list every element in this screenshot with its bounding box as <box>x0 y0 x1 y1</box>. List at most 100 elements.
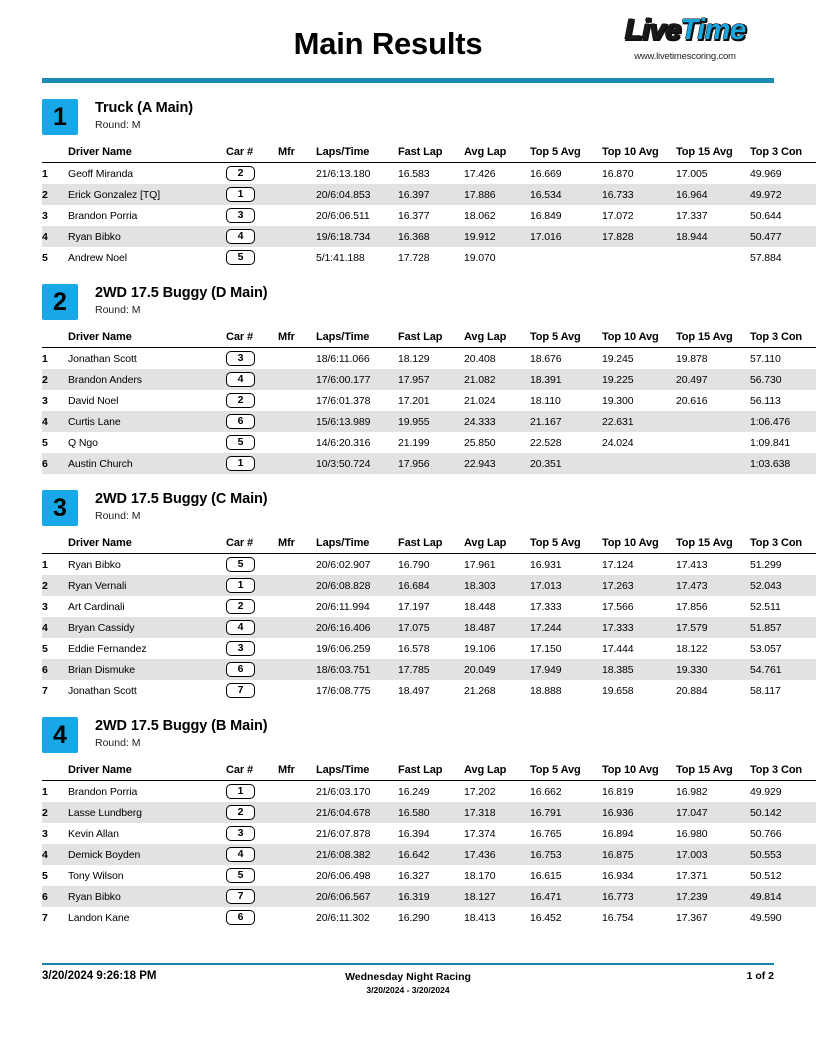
cell-t5: 16.471 <box>530 886 602 907</box>
cell-t10: 22.631 <box>602 411 676 432</box>
cell-t3c: 50.477 <box>750 226 816 247</box>
cell-car: 2 <box>226 596 278 617</box>
car-number-badge: 7 <box>226 683 255 698</box>
cell-name: Tony Wilson <box>68 869 124 882</box>
col-header-name: Driver Name <box>68 764 226 781</box>
cell-position: 2 <box>42 184 68 205</box>
cell-avg: 19.070 <box>464 251 496 264</box>
cell-fast: 19.955 <box>398 411 464 432</box>
table-row: 4 Curtis Lane 6 15/6:13.989 19.955 24.333 21.1… <box>42 411 816 432</box>
col-header-t3c: Top 3 Con <box>750 146 816 163</box>
table-row: 1 Jonathan Scott 3 18/6:11.066 18.129 20.408 1… <box>42 348 816 370</box>
col-header-car: Car # <box>226 537 278 554</box>
cell-car: 4 <box>226 226 278 247</box>
cell-name: Bryan Cassidy <box>68 617 226 638</box>
cell-t15: 17.047 <box>676 802 750 823</box>
col-header-laps: Laps/Time <box>316 537 398 554</box>
col-header-t10: Top 10 Avg <box>602 146 676 163</box>
cell-t3c: 49.814 <box>750 886 816 907</box>
section-header: 1 Truck (A Main) Round: M <box>42 99 774 137</box>
col-header-position <box>42 537 68 554</box>
car-number-badge: 3 <box>226 641 255 656</box>
cell-mfr <box>278 453 316 474</box>
section-title: 2WD 17.5 Buggy (D Main) <box>95 285 268 301</box>
col-header-laps: Laps/Time <box>316 764 398 781</box>
cell-fast: 16.642 <box>398 844 464 865</box>
section-number-badge: 2 <box>42 284 78 320</box>
table-header-row: Driver Name Car # Mfr Laps/Time Fast Lap Avg … <box>42 146 816 163</box>
cell-t5: 22.528 <box>530 436 562 449</box>
cell-avg: 19.912 <box>464 226 530 247</box>
cell-t15: 18.944 <box>676 226 750 247</box>
cell-fast: 16.290 <box>398 911 430 924</box>
cell-car: 2 <box>226 802 278 823</box>
cell-t3c: 50.142 <box>750 802 816 823</box>
cell-position: 1 <box>42 785 48 798</box>
cell-avg: 18.170 <box>464 869 496 882</box>
cell-car: 2 <box>226 390 278 411</box>
table-row: 6 Austin Church 1 10/3:50.724 17.956 22.943 20… <box>42 453 816 474</box>
cell-position: 5 <box>42 436 48 449</box>
cell-name: Kevin Allan <box>68 827 119 840</box>
cell-t15: 17.367 <box>676 911 708 924</box>
cell-t3c: 53.057 <box>750 642 782 655</box>
cell-position: 6 <box>42 453 68 474</box>
cell-position: 4 <box>42 617 68 638</box>
col-header-car: Car # <box>226 331 278 348</box>
table-row: 4 Demick Boyden 4 21/6:08.382 16.642 17.436 16… <box>42 844 816 865</box>
cell-t10: 24.024 <box>602 436 634 449</box>
cell-mfr <box>278 348 316 370</box>
cell-avg: 18.487 <box>464 617 530 638</box>
cell-avg: 17.202 <box>464 785 496 798</box>
cell-position: 3 <box>42 827 48 840</box>
cell-car: 2 <box>226 163 278 185</box>
cell-car: 5 <box>226 247 278 268</box>
cell-laps: 15/6:13.989 <box>316 411 398 432</box>
cell-t15: 16.964 <box>676 184 750 205</box>
cell-car: 6 <box>226 411 278 432</box>
cell-car: 3 <box>226 348 278 370</box>
document-header: Main Results LiveTime www.livetimescorin… <box>42 0 774 72</box>
cell-t15 <box>676 432 750 453</box>
cell-avg: 17.374 <box>464 827 496 840</box>
cell-car: 6 <box>226 907 278 928</box>
col-header-name: Driver Name <box>68 331 226 348</box>
cell-fast: 16.394 <box>398 827 430 840</box>
cell-t10: 16.773 <box>602 886 676 907</box>
col-header-t10: Top 10 Avg <box>602 537 676 554</box>
cell-position: 3 <box>42 394 48 407</box>
cell-car: 7 <box>226 680 278 701</box>
col-header-mfr: Mfr <box>278 764 316 781</box>
cell-name: Brandon Anders <box>68 369 226 390</box>
cell-fast: 16.319 <box>398 886 464 907</box>
cell-avg: 18.062 <box>464 209 496 222</box>
cell-avg: 20.049 <box>464 659 530 680</box>
col-header-laps: Laps/Time <box>316 331 398 348</box>
cell-avg: 24.333 <box>464 411 530 432</box>
cell-position: 4 <box>42 226 68 247</box>
table-row: 7 Jonathan Scott 7 17/6:08.775 18.497 21.268 1… <box>42 680 816 701</box>
table-row: 3 Kevin Allan 3 21/6:07.878 16.394 17.374 16.7… <box>42 823 816 844</box>
cell-mfr <box>278 781 316 803</box>
cell-car: 1 <box>226 184 278 205</box>
footer-event-block: Wednesday Night Racing 3/20/2024 - 3/20/… <box>242 970 574 996</box>
cell-mfr <box>278 617 316 638</box>
cell-t10: 19.300 <box>602 394 634 407</box>
cell-mfr <box>278 226 316 247</box>
cell-mfr <box>278 205 316 226</box>
cell-t10 <box>602 247 676 268</box>
cell-t15: 17.003 <box>676 844 750 865</box>
cell-t3c: 51.857 <box>750 617 816 638</box>
col-header-t15: Top 15 Avg <box>676 146 750 163</box>
car-number-badge: 5 <box>226 250 255 265</box>
cell-fast: 17.201 <box>398 394 430 407</box>
car-number-badge: 7 <box>226 889 255 904</box>
cell-t5: 17.244 <box>530 617 602 638</box>
cell-t5: 16.849 <box>530 209 562 222</box>
cell-mfr <box>278 432 316 453</box>
table-row: 2 Lasse Lundberg 2 21/6:04.678 16.580 17.318 1… <box>42 802 816 823</box>
cell-position: 5 <box>42 869 48 882</box>
cell-t3c: 50.766 <box>750 827 782 840</box>
cell-mfr <box>278 247 316 268</box>
cell-t3c: 56.730 <box>750 369 816 390</box>
